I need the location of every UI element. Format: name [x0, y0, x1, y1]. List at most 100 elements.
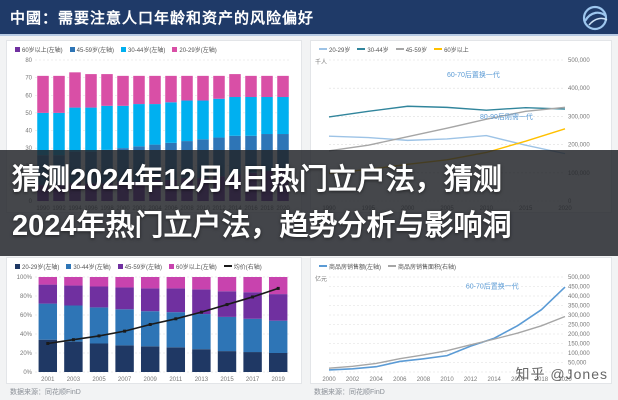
svg-text:50: 50 — [25, 111, 32, 117]
svg-text:2012: 2012 — [464, 377, 478, 383]
chart-plot: 100% 80% 60% 40% 20% 0% 2001 2003 2005 2007 2009 20… — [9, 272, 299, 383]
svg-text:50,000: 50,000 — [568, 361, 587, 367]
svg-text:2004: 2004 — [370, 377, 384, 383]
chart-legend: 60岁以上(左轴) 45-59岁(左轴) 30-44岁(左轴) 20-29岁(左轴) — [9, 43, 299, 55]
legend-swatch — [69, 46, 75, 52]
legend-swatch — [395, 48, 404, 50]
watermark: 知乎 @Jones — [515, 366, 608, 382]
svg-text:200,000: 200,000 — [568, 143, 590, 149]
chart-homebuyer-age-bars: 20-29岁(左轴) 30-44岁(左轴) 45-59岁(左轴) 60岁以上(左轴) 均… — [6, 257, 302, 384]
svg-text:150,000: 150,000 — [568, 342, 590, 348]
svg-text:30: 30 — [25, 146, 32, 152]
legend-swatch — [66, 263, 72, 269]
legend-item: 20-29岁 — [319, 45, 350, 54]
chart-legend: 20-29岁 30-44岁 45-59岁 60岁以上 — [313, 43, 609, 55]
svg-text:60-70后置换一代: 60-70后置换一代 — [466, 281, 519, 290]
svg-text:60%: 60% — [20, 313, 33, 319]
header-bar: 中國：需要注意人口年龄和资产的风险偏好 — [0, 0, 618, 36]
svg-text:400,000: 400,000 — [568, 86, 590, 92]
brand-logo-icon — [580, 3, 610, 33]
legend-swatch — [357, 48, 366, 50]
chart-housing-sales-lines: 商品房销售额(左轴) 商品房销售面积(右轴) 500,000 450,000 400,… — [310, 257, 612, 384]
svg-text:0%: 0% — [23, 370, 32, 376]
data-source-right: 数据来源：同花顺FinD — [314, 389, 385, 396]
svg-text:500,000: 500,000 — [568, 275, 590, 281]
svg-text:80%: 80% — [20, 294, 33, 300]
svg-text:20%: 20% — [20, 351, 33, 357]
chart-legend: 20-29岁(左轴) 30-44岁(左轴) 45-59岁(左轴) 60岁以上(左轴) 均… — [9, 260, 299, 272]
page-title: 中國：需要注意人口年龄和资产的风险偏好 — [10, 9, 315, 27]
svg-text:2005: 2005 — [92, 377, 106, 383]
svg-text:2020: 2020 — [558, 377, 572, 383]
svg-text:80-90后刚需一代: 80-90后刚需一代 — [480, 112, 533, 121]
legend-item: 30-44岁(左轴) — [121, 45, 165, 54]
chart-svg: 500,000 450,000 400,000 350,000 300,000 250,0… — [315, 275, 590, 383]
legend-item: 45-59岁(左轴) — [117, 262, 162, 271]
svg-text:100,000: 100,000 — [568, 351, 590, 357]
svg-text:80: 80 — [25, 58, 32, 64]
chart-svg: 100% 80% 60% 40% 20% 0% 2001 2003 2005 2007 2009 20… — [17, 275, 291, 383]
svg-text:500,000: 500,000 — [568, 58, 590, 64]
legend-swatch — [434, 48, 443, 50]
legend-item: 60岁以上 — [434, 45, 469, 54]
legend-swatch — [319, 265, 327, 267]
svg-text:40%: 40% — [20, 332, 33, 338]
svg-text:千人: 千人 — [315, 58, 327, 66]
headline-overlay: 猜测2024年12月4日热门立户法，猜测 2024年热门立户法，趋势分析与影响洞 — [0, 150, 618, 256]
legend-item: 商品房销售面积(右轴) — [388, 262, 456, 271]
legend-swatch — [172, 46, 178, 52]
chart-plot: 500,000 450,000 400,000 350,000 300,000 250,0… — [313, 272, 609, 383]
svg-text:2006: 2006 — [393, 377, 407, 383]
headline-line-1: 猜测2024年12月4日热门立户法，猜测 — [12, 164, 502, 196]
svg-text:2016: 2016 — [511, 377, 525, 383]
headline-line-2: 2024年热门立户法，趋势分析与影响洞 — [12, 210, 512, 242]
legend-swatch — [388, 265, 396, 267]
svg-text:2009: 2009 — [144, 377, 158, 383]
svg-text:2000: 2000 — [322, 377, 336, 383]
legend-item: 60岁以上(左轴) — [15, 45, 63, 54]
legend-item: 30-44岁(左轴) — [66, 262, 111, 271]
legend-swatch — [121, 46, 127, 52]
svg-text:70: 70 — [25, 76, 32, 82]
svg-text:2007: 2007 — [118, 377, 132, 383]
legend-item: 45-59岁(左轴) — [69, 45, 114, 54]
svg-text:2008: 2008 — [417, 377, 431, 383]
legend-swatch — [223, 265, 232, 267]
svg-text:200,000: 200,000 — [568, 332, 590, 338]
svg-text:2018: 2018 — [535, 377, 549, 383]
svg-text:2014: 2014 — [488, 377, 502, 383]
legend-swatch — [15, 46, 20, 52]
legend-item: 45-59岁 — [395, 45, 427, 54]
legend-swatch — [169, 263, 175, 269]
svg-text:40: 40 — [25, 129, 32, 135]
svg-text:250,000: 250,000 — [568, 323, 590, 329]
data-source-left: 数据来源：同花顺FinD — [10, 389, 81, 396]
svg-text:2010: 2010 — [440, 377, 454, 383]
legend-item: 30-44岁 — [357, 45, 389, 54]
legend-item: 均价(右轴) — [223, 262, 262, 271]
svg-text:2019: 2019 — [272, 377, 286, 383]
svg-text:2017: 2017 — [246, 377, 260, 383]
svg-text:2015: 2015 — [220, 377, 234, 383]
legend-swatch — [319, 48, 327, 50]
svg-text:60: 60 — [25, 93, 32, 99]
svg-text:2002: 2002 — [346, 377, 360, 383]
svg-text:2013: 2013 — [195, 377, 209, 383]
svg-text:亿元: 亿元 — [315, 275, 327, 283]
svg-text:350,000: 350,000 — [568, 304, 590, 310]
svg-text:300,000: 300,000 — [568, 313, 590, 319]
legend-swatch — [117, 263, 123, 269]
legend-item: 商品房销售额(左轴) — [319, 262, 381, 271]
legend-swatch — [15, 263, 20, 269]
svg-text:60-70后置换一代: 60-70后置换一代 — [447, 70, 500, 79]
svg-text:2011: 2011 — [169, 377, 183, 383]
legend-item: 20-29岁(左轴) — [172, 45, 217, 54]
legend-item: 20-29岁(左轴) — [15, 262, 59, 271]
svg-text:2003: 2003 — [67, 377, 81, 383]
svg-text:0: 0 — [568, 370, 572, 376]
legend-item: 60岁以上(左轴) — [169, 262, 217, 271]
svg-text:450,000: 450,000 — [568, 285, 590, 291]
chart-legend: 商品房销售额(左轴) 商品房销售面积(右轴) — [313, 260, 609, 272]
svg-text:400,000: 400,000 — [568, 294, 590, 300]
